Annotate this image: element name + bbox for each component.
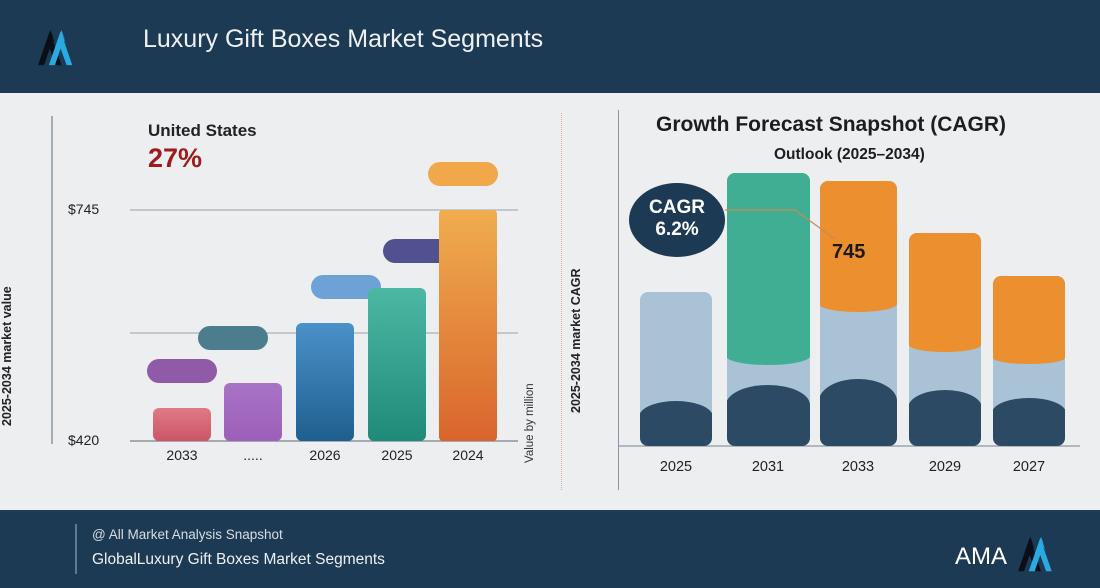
svg-text:.....: ..... xyxy=(243,447,262,463)
svg-text:$745: $745 xyxy=(68,201,99,217)
svg-text:AMA: AMA xyxy=(955,543,1007,570)
svg-text:6.2%: 6.2% xyxy=(655,219,698,240)
svg-text:2027: 2027 xyxy=(1013,459,1045,475)
svg-text:2025: 2025 xyxy=(660,459,692,475)
svg-text:2026: 2026 xyxy=(309,447,340,463)
svg-text:2031: 2031 xyxy=(752,459,784,475)
svg-text:CAGR: CAGR xyxy=(649,197,705,218)
svg-text:2033: 2033 xyxy=(166,447,197,463)
svg-text:745: 745 xyxy=(832,241,865,263)
svg-text:$420: $420 xyxy=(68,432,99,448)
svg-text:2025: 2025 xyxy=(381,447,412,463)
svg-text:2033: 2033 xyxy=(842,459,874,475)
svg-text:2029: 2029 xyxy=(929,459,961,475)
svg-text:2024: 2024 xyxy=(452,447,483,463)
